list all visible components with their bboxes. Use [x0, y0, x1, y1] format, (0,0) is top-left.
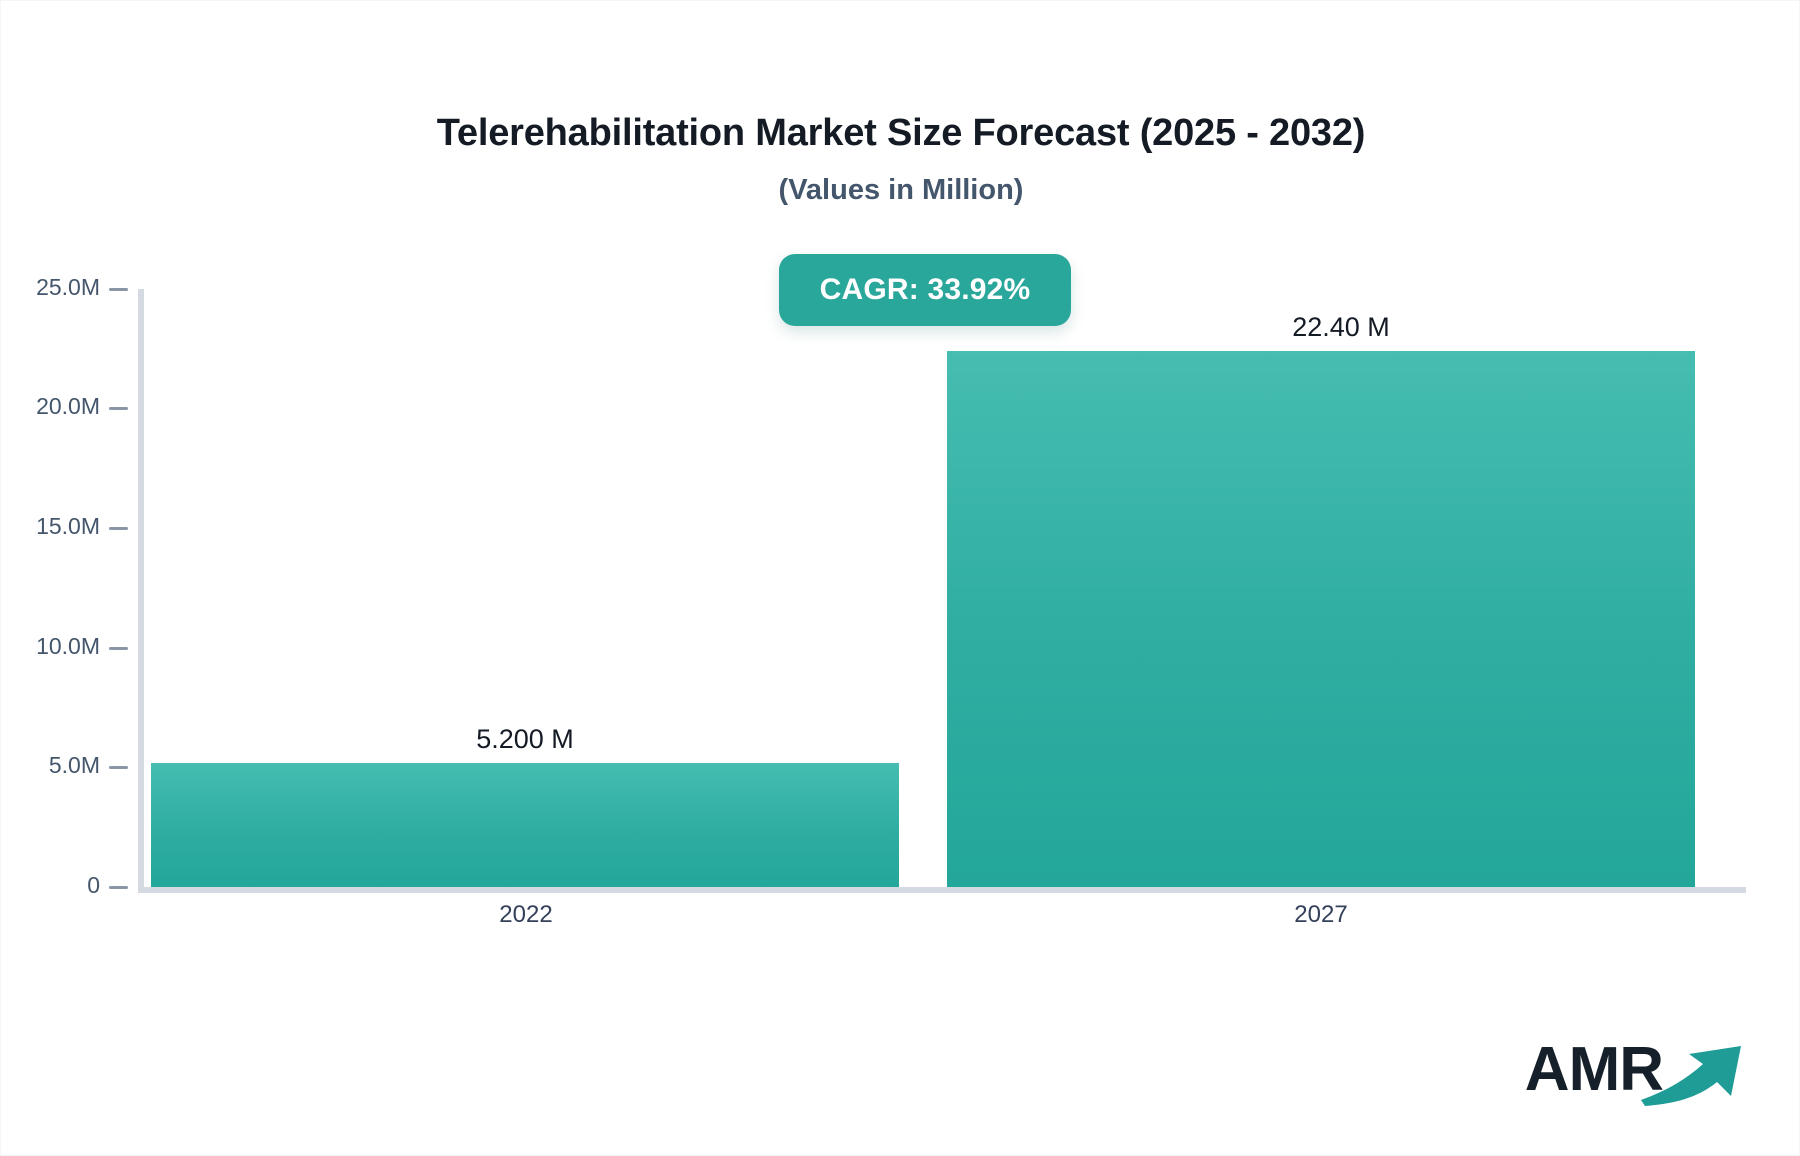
y-tick-dash-icon [109, 527, 128, 530]
x-tick-label-2027: 2027 [1294, 901, 1348, 928]
cagr-badge: CAGR: 33.92% [779, 254, 1071, 326]
chart-subtitle: (Values in Million) [778, 173, 1024, 206]
y-tick-dash-icon [109, 407, 128, 410]
growth-arrow-icon [1637, 1042, 1747, 1113]
amr-logo-text: AMR [1524, 1035, 1664, 1104]
y-tick-label: 25.0M [36, 274, 100, 300]
cagr-badge-label: CAGR: 33.92% [819, 273, 1031, 306]
y-tick-dash-icon [109, 647, 128, 650]
y-axis-line [138, 289, 144, 889]
y-tick-dash-icon [109, 288, 128, 291]
x-tick-label-2022: 2022 [499, 901, 553, 928]
y-tick-label: 20.0M [36, 393, 100, 419]
y-tick-label: 10.0M [36, 633, 100, 659]
x-axis-line [138, 887, 1746, 893]
bar-value-label-2022: 5.200 M [476, 724, 574, 754]
y-tick-dash-icon [109, 886, 128, 889]
bar-2027[interactable] [947, 351, 1695, 887]
page-title: Telerehabilitation Market Size Forecast … [436, 112, 1366, 154]
y-tick-label: 15.0M [36, 513, 100, 539]
chart-header: Telerehabilitation Market Size Forecast … [1, 112, 1800, 207]
y-tick-dash-icon [109, 766, 128, 769]
bar-2022[interactable] [151, 763, 899, 887]
amr-logo: AMR [1525, 1027, 1747, 1113]
bar-value-label-2027: 22.40 M [1292, 312, 1390, 342]
y-tick-label: 5.0M [48, 752, 100, 778]
y-tick-label: 0 [87, 872, 100, 898]
